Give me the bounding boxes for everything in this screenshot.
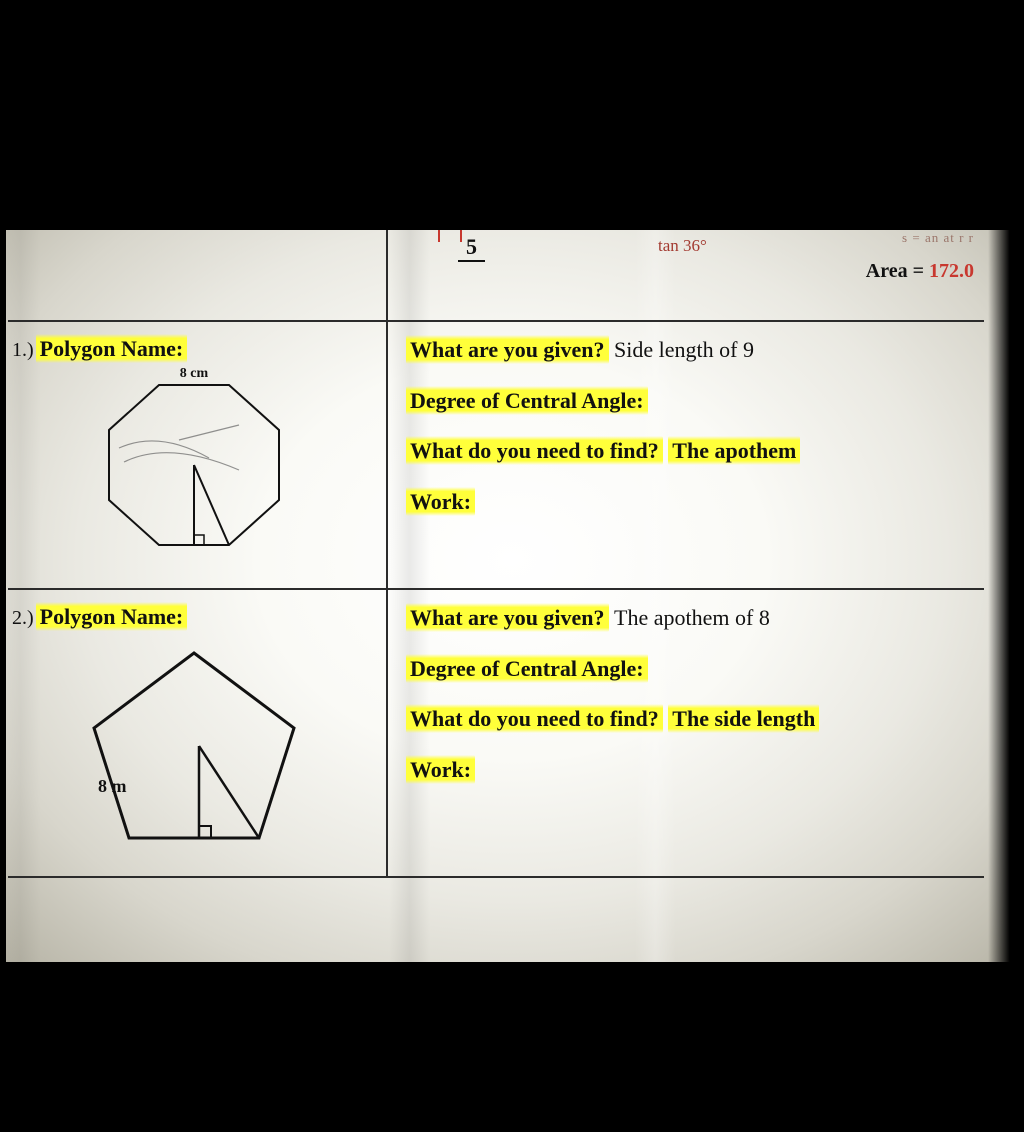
octagon-shape-wrap: 8 cm [12, 370, 376, 570]
vignette-right [988, 230, 1024, 962]
table-row: 1.)Polygon Name: 8 cm [8, 320, 984, 588]
area-value: 172.0 [929, 260, 974, 282]
find-line: What do you need to find? The side lengt… [406, 705, 974, 734]
work-line: Work: [406, 488, 974, 517]
tan-label: tan 36° [658, 236, 707, 256]
top-row-left [8, 230, 388, 320]
polygon-name-heading: 1.)Polygon Name: [12, 336, 376, 362]
row2-left: 2.)Polygon Name: 8 m [8, 590, 388, 876]
given-label: What are you given? [406, 335, 609, 364]
work-label: Work: [406, 487, 475, 516]
row-number: 2.) [12, 607, 34, 629]
angle-line: Degree of Central Angle: [406, 655, 974, 684]
row1-left: 1.)Polygon Name: 8 cm [8, 322, 388, 588]
find-line: What do you need to find? The apothem [406, 437, 974, 466]
handwriting-scribble: s = an at r r [902, 230, 974, 246]
polygon-name-label: Polygon Name: [36, 334, 188, 363]
find-answer: The side length [668, 704, 819, 733]
row-number: 1.) [12, 339, 34, 361]
given-answer: Side length of 9 [614, 337, 754, 362]
row1-right: What are you given? Side length of 9 Deg… [388, 322, 984, 588]
fraction-denominator: 5 [458, 234, 485, 262]
black-bar-top [0, 0, 1024, 230]
area-equals: Area = 172.0 [866, 260, 974, 283]
row2-right: What are you given? The apothem of 8 Deg… [388, 590, 984, 876]
worksheet-photo: 5 tan 36° s = an at r r Area = 172.0 1.)… [0, 230, 1024, 962]
pentagon-svg [69, 638, 319, 858]
vignette-left [0, 230, 6, 962]
octagon-svg [89, 370, 299, 570]
given-line: What are you given? Side length of 9 [406, 336, 974, 365]
given-answer: The apothem of 8 [614, 605, 770, 630]
black-bar-bottom [0, 962, 1024, 1132]
find-answer: The apothem [668, 436, 800, 465]
find-label: What do you need to find? [406, 704, 663, 733]
polygon-name-heading: 2.)Polygon Name: [12, 604, 376, 630]
table-row: 2.)Polygon Name: 8 m What are you given? [8, 588, 984, 878]
area-label: Area = [866, 260, 924, 282]
worksheet-table: 5 tan 36° s = an at r r Area = 172.0 1.)… [8, 230, 984, 878]
octagon-side-label: 8 cm [180, 366, 208, 382]
angle-label: Degree of Central Angle: [406, 386, 648, 415]
angle-label: Degree of Central Angle: [406, 654, 648, 683]
pentagon-shape-wrap: 8 m [12, 638, 376, 858]
given-line: What are you given? The apothem of 8 [406, 604, 974, 633]
top-row: 5 tan 36° s = an at r r Area = 172.0 [8, 230, 984, 320]
top-row-right: 5 tan 36° s = an at r r Area = 172.0 [388, 230, 984, 320]
polygon-name-label: Polygon Name: [36, 602, 188, 631]
find-label: What do you need to find? [406, 436, 663, 465]
work-label: Work: [406, 755, 475, 784]
angle-line: Degree of Central Angle: [406, 387, 974, 416]
given-label: What are you given? [406, 603, 609, 632]
work-line: Work: [406, 756, 974, 785]
pentagon-apothem-label: 8 m [98, 776, 127, 797]
